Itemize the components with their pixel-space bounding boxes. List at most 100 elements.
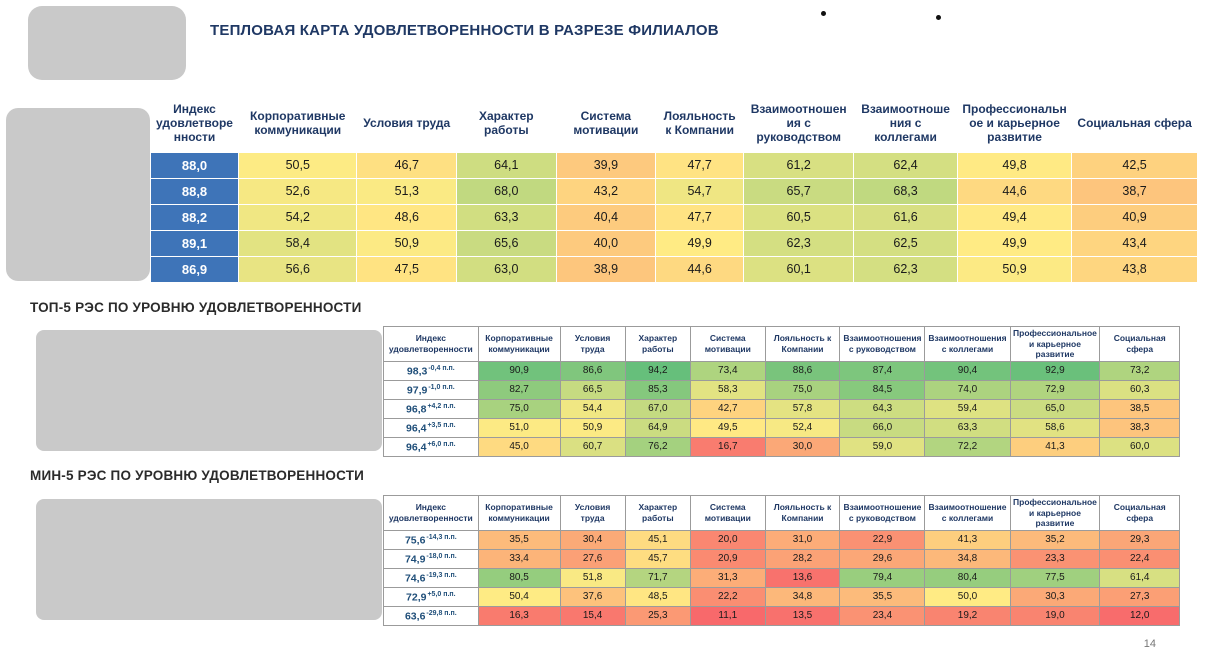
index-value: 98,3 — [406, 365, 428, 378]
heat-cell: 73,4 — [689, 360, 766, 381]
min5-section-title: МИН-5 РЭС ПО УРОВНЮ УДОВЛЕТВОРЕННОСТИ — [30, 468, 365, 483]
heat-cell: 90,9 — [477, 360, 561, 381]
heat-cell: 40,4 — [555, 203, 657, 231]
column-header: Характер работы — [456, 95, 557, 152]
heat-cell: 19,2 — [924, 605, 1011, 626]
column-header: Система мотивации — [556, 95, 656, 152]
column-header: Взаимоотношения с руководством — [839, 326, 926, 362]
heat-cell: 72,2 — [924, 436, 1011, 457]
heat-cell: 58,6 — [1009, 417, 1101, 438]
heat-cell: 75,0 — [764, 379, 841, 400]
heat-cell: 49,9 — [956, 229, 1073, 257]
heat-cell: 45,1 — [624, 529, 691, 550]
heat-cell: 20,0 — [689, 529, 766, 550]
page-number: 14 — [1143, 638, 1156, 650]
index-value: 88,2 — [181, 209, 208, 225]
heat-cell: 44,6 — [655, 255, 745, 283]
delta-label: -18,0 п.п. — [426, 552, 457, 560]
min5-heatmap-table: Индекс удовлетворенности Корпоративные ко… — [383, 495, 1180, 626]
heat-cell: 49,4 — [956, 203, 1073, 231]
heat-cell: 86,6 — [559, 360, 626, 381]
heat-cell: 40,0 — [555, 229, 657, 257]
heat-cell: 85,3 — [624, 379, 691, 400]
heatmap-row: 97,9-1,0 п.п. 82,7 66,5 85,3 58,3 75,0 84,5 74,… — [383, 379, 1180, 400]
redacted-branch-names — [6, 108, 150, 281]
heat-cell: 13,6 — [764, 567, 841, 588]
heat-cell: 58,4 — [238, 229, 358, 257]
heatmap-row: 63,6-29,8 п.п. 16,3 15,4 25,3 11,1 13,5 23,4 19… — [383, 605, 1180, 626]
heatmap-row: 89,1 58,4 50,9 65,6 40,0 49,9 62,3 62,5 49,9 43,4 — [149, 229, 1198, 257]
heat-cell: 46,7 — [356, 151, 458, 179]
heat-cell: 47,7 — [655, 203, 745, 231]
heat-cell: 59,0 — [839, 436, 926, 457]
heat-cell: 27,3 — [1099, 586, 1180, 607]
column-header: Характер работы — [624, 495, 691, 531]
delta-label: +3,5 п.п. — [427, 421, 456, 429]
heat-cell: 61,6 — [853, 203, 958, 231]
satisfaction-index-cell: 72,9+5,0 п.п. — [383, 586, 479, 607]
heat-cell: 34,8 — [764, 586, 841, 607]
heat-cell: 60,3 — [1099, 379, 1180, 400]
heat-cell: 65,7 — [743, 177, 855, 205]
index-value: 96,4 — [406, 441, 427, 454]
heat-cell: 11,1 — [689, 605, 766, 626]
heat-cell: 50,5 — [238, 151, 358, 179]
heat-cell: 51,8 — [559, 567, 626, 588]
heat-cell: 23,4 — [839, 605, 926, 626]
heat-cell: 39,9 — [555, 151, 657, 179]
heat-cell: 77,5 — [1009, 567, 1101, 588]
satisfaction-index-cell: 75,6-14,3 п.п. — [383, 529, 479, 550]
heat-cell: 65,0 — [1009, 398, 1101, 419]
heat-cell: 34,8 — [924, 548, 1011, 569]
heat-cell: 74,0 — [924, 379, 1011, 400]
satisfaction-index-cell: 96,4+6,0 п.п. — [383, 436, 479, 457]
index-value: 75,6 — [404, 534, 426, 547]
heat-cell: 56,6 — [238, 255, 358, 283]
heat-cell: 65,6 — [456, 229, 557, 257]
heatmap-row: 98,3-0,4 п.п. 90,9 86,6 94,2 73,4 88,6 87,4 90,… — [383, 360, 1180, 381]
column-header: Индекс удовлетворенности — [383, 326, 479, 362]
index-value: 74,9 — [404, 553, 426, 566]
heat-cell: 50,9 — [356, 229, 458, 257]
heat-cell: 30,0 — [764, 436, 841, 457]
heat-cell: 63,3 — [456, 203, 557, 231]
satisfaction-index-cell: 74,9-18,0 п.п. — [383, 548, 479, 569]
heat-cell: 82,7 — [477, 379, 561, 400]
heat-cell: 79,4 — [839, 567, 926, 588]
heat-cell: 59,4 — [924, 398, 1011, 419]
heat-cell: 50,9 — [956, 255, 1073, 283]
heat-cell: 52,6 — [238, 177, 358, 205]
heat-cell: 22,4 — [1099, 548, 1180, 569]
heat-cell: 43,8 — [1071, 255, 1198, 283]
delta-label: -19,3 п.п. — [426, 571, 457, 579]
heat-cell: 60,5 — [743, 203, 855, 231]
heat-cell: 63,0 — [456, 255, 557, 283]
column-header: Профессиональное и карьерное развитие — [957, 95, 1072, 152]
heatmap-row: 72,9+5,0 п.п. 50,4 37,6 48,5 22,2 34,8 35,5 50,… — [383, 586, 1180, 607]
satisfaction-index-cell: 74,6-19,3 п.п. — [383, 567, 479, 588]
delta-label: +5,0 п.п. — [427, 590, 456, 598]
index-value: 63,6 — [404, 610, 426, 623]
satisfaction-index-cell: 88,2 — [149, 203, 240, 231]
heat-cell: 45,7 — [624, 548, 691, 569]
heat-cell: 50,9 — [559, 417, 626, 438]
heatmap-row: 96,4+3,5 п.п. 51,0 50,9 64,9 49,5 52,4 66,0 63,… — [383, 417, 1180, 438]
heat-cell: 84,5 — [839, 379, 926, 400]
heat-cell: 35,5 — [839, 586, 926, 607]
heat-cell: 38,7 — [1071, 177, 1198, 205]
heatmap-row: 96,8+4,2 п.п. 75,0 54,4 67,0 42,7 57,8 64,3 59,… — [383, 398, 1180, 419]
column-header: Взаимоотношения с коллегами — [924, 326, 1011, 362]
dot-mark — [936, 15, 941, 20]
heat-cell: 20,9 — [689, 548, 766, 569]
heatmap-row: 86,9 56,6 47,5 63,0 38,9 44,6 60,1 62,3 50,9 43,8 — [149, 255, 1198, 283]
heat-cell: 23,3 — [1009, 548, 1101, 569]
heat-cell: 25,3 — [624, 605, 691, 626]
heat-cell: 31,0 — [764, 529, 841, 550]
heatmap-row: 75,6-14,3 п.п. 35,5 30,4 45,1 20,0 31,0 22,9 41… — [383, 529, 1180, 550]
heat-cell: 75,0 — [477, 398, 561, 419]
index-value: 86,9 — [181, 261, 208, 277]
satisfaction-index-cell: 96,4+3,5 п.п. — [383, 417, 479, 438]
column-header: Система мотивации — [689, 326, 766, 362]
index-value: 96,4 — [406, 422, 427, 435]
heat-cell: 88,6 — [764, 360, 841, 381]
